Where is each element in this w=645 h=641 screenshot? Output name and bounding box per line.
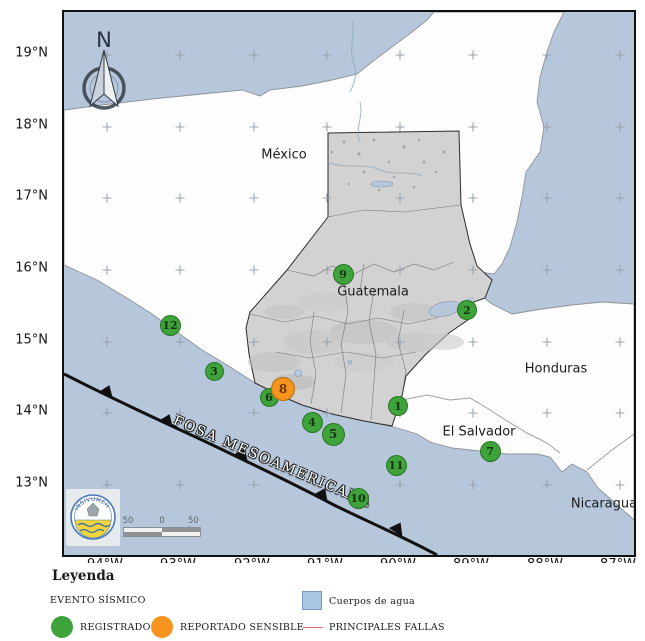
event-marker-8: 8 (271, 377, 295, 401)
felt-report-swatch-icon (151, 616, 173, 638)
insivumeh-logo: INSIVUMEH (66, 489, 120, 546)
event-marker-2: 2 (457, 300, 477, 320)
north-label: N (96, 28, 112, 52)
water-bodies-swatch-icon (302, 591, 322, 610)
event-marker-4: 4 (301, 411, 323, 433)
lat-tick-label: 15°N (15, 332, 48, 348)
legend: Leyenda EVENTO SÍSMICO REGISTRADO REPORT… (0, 563, 645, 641)
lat-tick-label: 16°N (15, 260, 48, 276)
event-marker-3: 3 (204, 361, 224, 381)
lat-tick-label: 14°N (15, 403, 48, 419)
department-borders (249, 204, 462, 421)
legend-title: Leyenda (52, 568, 115, 584)
main-faults-label: PRINCIPALES FALLAS (329, 622, 445, 633)
scale-bar: 50 0 50 km (122, 516, 212, 538)
event-marker-9: 9 (332, 263, 354, 285)
event-marker-10: 10 (347, 487, 369, 509)
registered-swatch-icon (51, 616, 73, 638)
lat-tick-label: 13°N (15, 475, 48, 491)
lat-tick-label: 17°N (15, 188, 48, 204)
event-marker-1: 1 (388, 396, 408, 416)
felt-report-label: REPORTADO SENSIBLE (180, 622, 304, 633)
country-borders (401, 394, 634, 471)
legend-section-label: EVENTO SÍSMICO (50, 595, 146, 606)
lat-tick-label: 19°N (15, 45, 48, 61)
event-marker-5: 5 (321, 422, 345, 446)
rivers (327, 19, 423, 177)
vegetation-speckles (330, 138, 446, 192)
mesoamerican-trench (64, 372, 438, 555)
registered-label: REGISTRADO (80, 622, 151, 633)
trench-teeth (98, 385, 403, 537)
main-faults-swatch-icon (303, 627, 323, 628)
insivumeh-seal-icon: INSIVUMEH (70, 494, 116, 540)
basemap-svg (64, 12, 634, 555)
compass-needle-icon (82, 49, 126, 110)
event-marker-12: 12 (159, 314, 181, 336)
lat-tick-label: 18°N (15, 117, 48, 133)
water-bodies-label: Cuerpos de agua (329, 596, 415, 607)
relief-shading (248, 293, 464, 390)
scale-bar-boxes (123, 527, 201, 537)
scale-left-label: 50 (122, 516, 134, 526)
event-marker-7: 7 (479, 440, 501, 462)
event-marker-11: 11 (385, 454, 407, 476)
map-canvas: FOSA MESOAMERICANA México Guatemala Hondur… (62, 10, 636, 557)
latitude-axis: 19°N 18°N 17°N 16°N 15°N 14°N 13°N (0, 10, 54, 553)
graticule-crosses (102, 50, 625, 490)
scale-zero-label: 0 (159, 516, 165, 526)
compass-rose: N (72, 28, 136, 124)
lakes (294, 180, 462, 377)
